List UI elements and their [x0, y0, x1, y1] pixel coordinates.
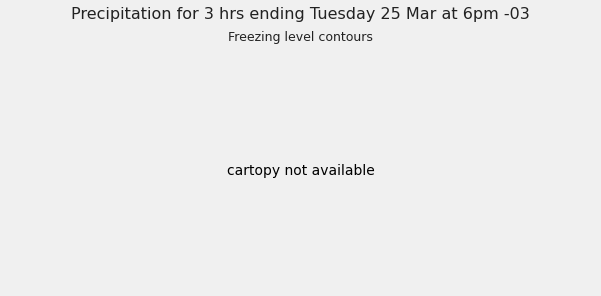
Text: Freezing level contours: Freezing level contours — [228, 31, 373, 44]
Text: Precipitation for 3 hrs ending Tuesday 25 Mar at 6pm -03: Precipitation for 3 hrs ending Tuesday 2… — [71, 7, 530, 22]
Text: cartopy not available: cartopy not available — [227, 164, 374, 178]
